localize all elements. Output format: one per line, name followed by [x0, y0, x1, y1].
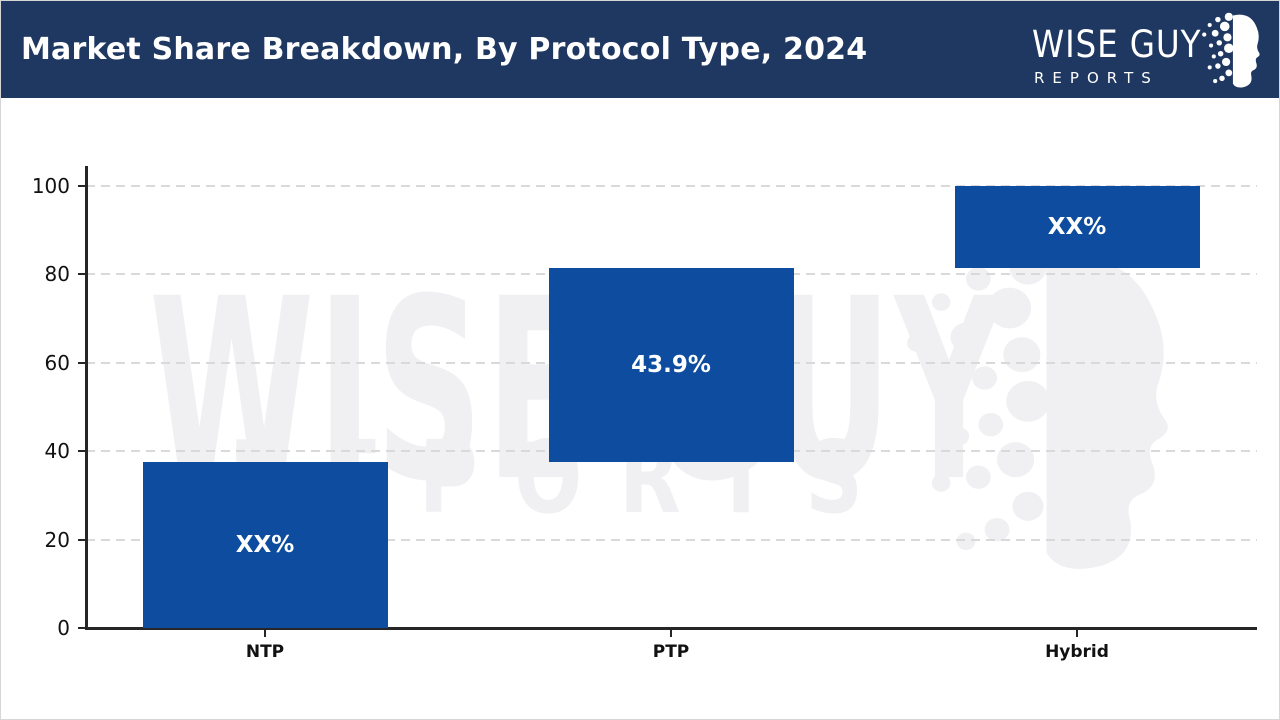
- gridline: [86, 184, 1257, 187]
- chart-area: WISE GUY REPORTS 0 20 40 60 80 100 XX% NTP 43.9%…: [1, 98, 1279, 719]
- logo-face-icon: [1202, 12, 1260, 88]
- logo-reports-label: REPORTS: [1034, 69, 1159, 87]
- x-axis-line: [85, 627, 1257, 630]
- y-tickmark: [78, 538, 86, 541]
- x-tickmark: [264, 629, 266, 637]
- y-tick-label: 20: [44, 527, 70, 552]
- x-tick-label-ptp: PTP: [652, 642, 690, 662]
- gridline: [86, 538, 1257, 541]
- logo-text: WISE GUY REPORTS: [1032, 11, 1201, 91]
- header: Market Share Breakdown, By Protocol Type…: [1, 1, 1279, 98]
- logo-wiseguy-label: WISE GUY: [1032, 23, 1202, 66]
- y-tick-label: 60: [44, 350, 70, 375]
- y-axis-line: [85, 166, 88, 630]
- bar-ntp: [142, 462, 388, 628]
- y-tickmark: [78, 273, 86, 275]
- y-tickmark: [78, 361, 86, 364]
- x-tickmark: [670, 629, 672, 637]
- watermark-face-icon: [907, 249, 1168, 569]
- y-tick-label: 0: [57, 616, 70, 640]
- bar-label: XX%: [1047, 213, 1107, 240]
- y-tick-label: 80: [44, 262, 70, 286]
- y-tickmark: [78, 627, 86, 629]
- y-tickmark: [78, 184, 86, 187]
- y-tick-label: 40: [44, 439, 70, 463]
- wiseguy-logo: WISE GUY REPORTS: [1032, 9, 1267, 93]
- page-title: Market Share Breakdown, By Protocol Type…: [21, 32, 868, 67]
- bar-ptp: [548, 267, 794, 463]
- bar-hybrid: [954, 185, 1200, 268]
- x-tickmark: [1076, 629, 1078, 637]
- bar-label: 43.9%: [631, 351, 711, 378]
- x-tick-label-ntp: NTP: [245, 642, 285, 662]
- y-tickmark: [78, 450, 86, 452]
- bar-label: XX%: [235, 532, 295, 559]
- x-tick-label-hybrid: Hybrid: [1045, 642, 1109, 662]
- y-tick-label: 100: [31, 173, 70, 198]
